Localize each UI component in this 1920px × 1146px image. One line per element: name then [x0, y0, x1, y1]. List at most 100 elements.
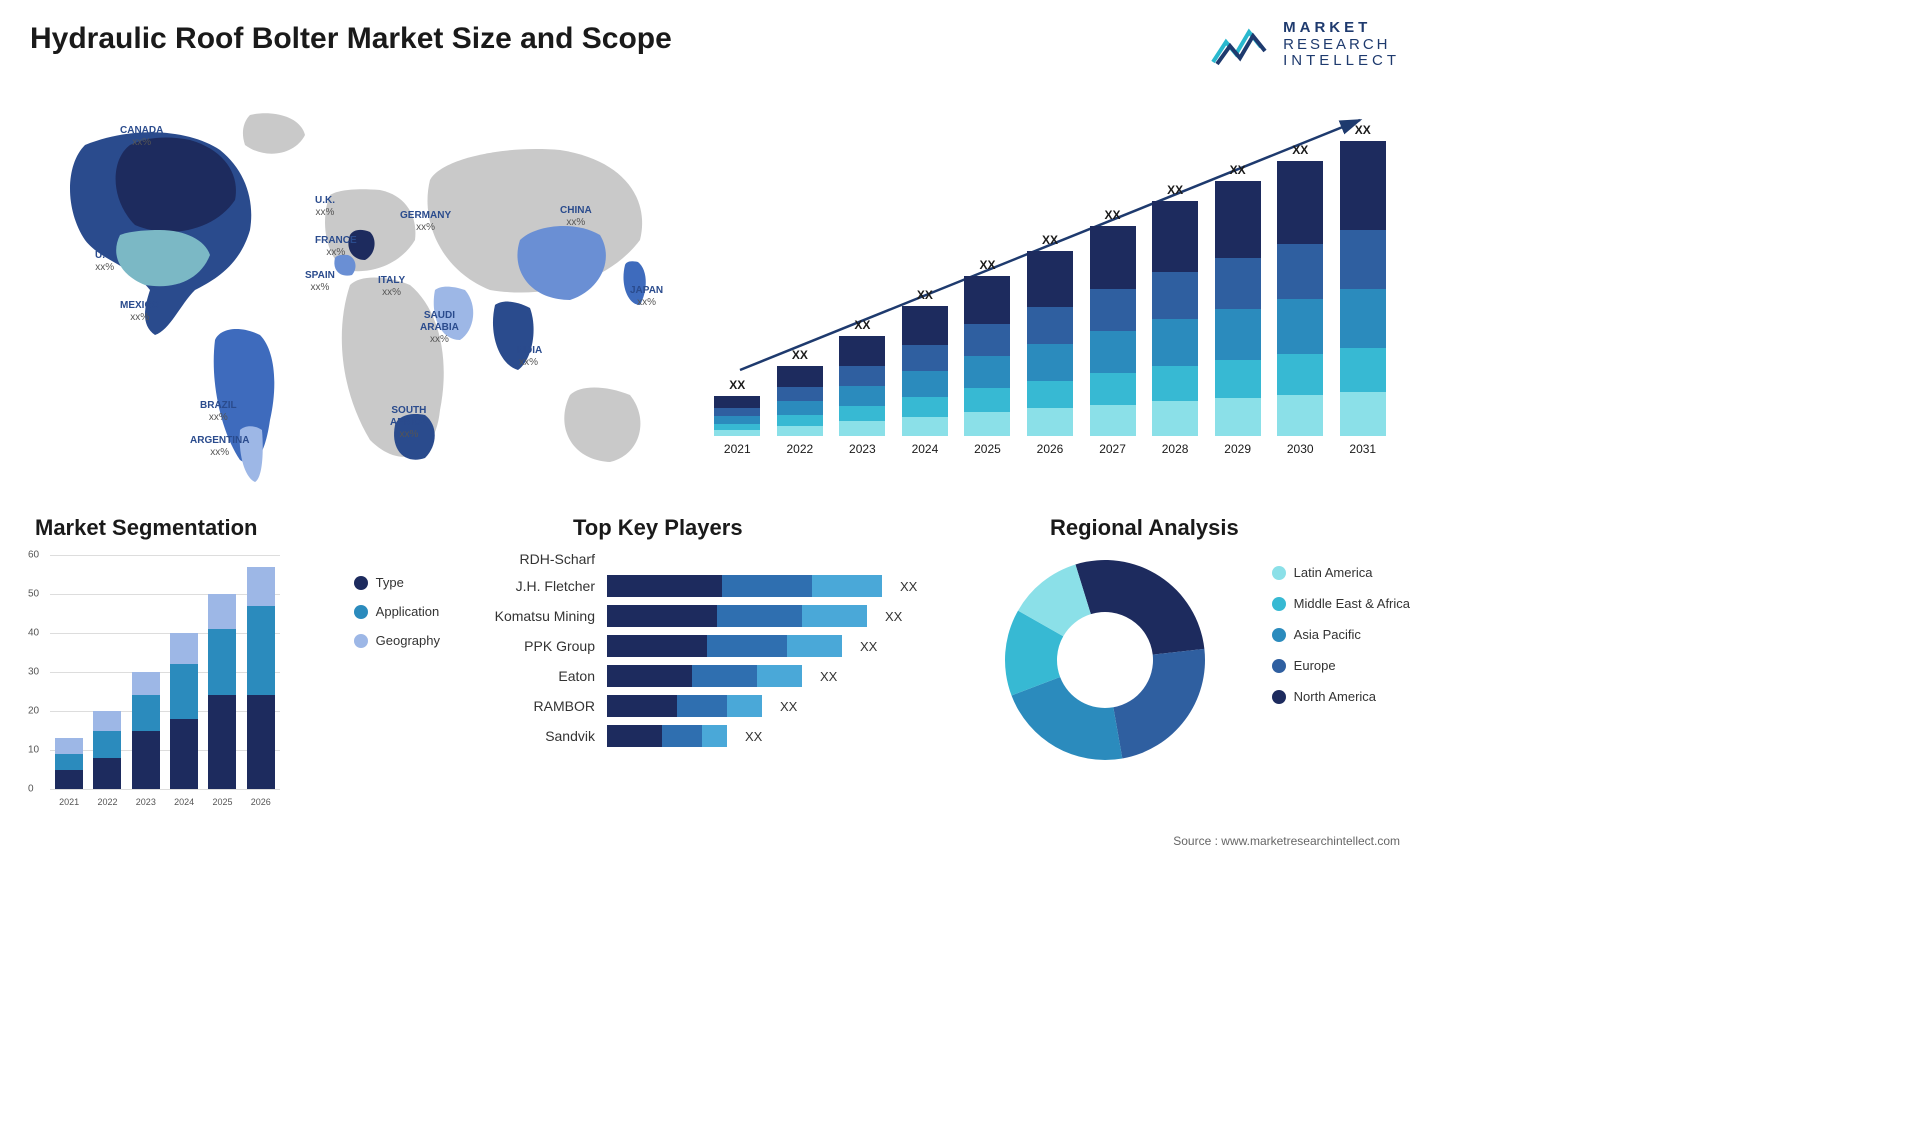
bar-segment [1090, 289, 1136, 331]
bar-segment [1152, 272, 1198, 319]
bar-segment [839, 386, 885, 406]
map-label: U.S.xx% [95, 250, 114, 274]
bar-value-label: XX [1105, 208, 1121, 222]
bar-segment [964, 356, 1010, 388]
bar-year-label: 2022 [786, 442, 813, 456]
legend-item: Application [354, 604, 440, 619]
bar-segment [839, 366, 885, 386]
kp-segment [607, 635, 707, 657]
bar-segment [1340, 230, 1386, 289]
bar-segment [1215, 258, 1261, 309]
bar-year-label: 2026 [1037, 442, 1064, 456]
y-tick: 60 [28, 550, 39, 561]
bar-segment [902, 397, 948, 417]
seg-year-label: 2024 [174, 797, 194, 807]
map-label: SOUTHAFRICAxx% [390, 405, 428, 441]
seg-bar: 2025 [208, 594, 236, 789]
bar-segment [1152, 201, 1198, 272]
key-player-row: J.H. FletcherXX [465, 575, 965, 597]
key-player-bar [607, 695, 762, 717]
forecast-bar: XX 2025 [960, 258, 1015, 456]
map-label: SPAINxx% [305, 270, 335, 294]
bar-segment [714, 416, 760, 424]
logo-icon [1211, 22, 1271, 67]
legend-label: Type [376, 575, 404, 590]
bar-segment [1340, 348, 1386, 392]
legend-swatch [354, 576, 368, 590]
bar-segment [1152, 366, 1198, 401]
donut-segment [1075, 560, 1204, 655]
bar-segment [902, 306, 948, 345]
key-player-bar [607, 605, 867, 627]
map-label: CANADAxx% [120, 125, 163, 149]
y-tick: 40 [28, 628, 39, 639]
kp-segment [702, 725, 727, 747]
bar-segment [1027, 344, 1073, 381]
key-player-row: EatonXX [465, 665, 965, 687]
bar-segment [1340, 392, 1386, 436]
bar-segment [1027, 381, 1073, 409]
seg-segment [208, 594, 236, 629]
forecast-bar: XX2021 [710, 378, 765, 456]
forecast-bar: XX2024 [898, 288, 953, 456]
bar-segment [1090, 373, 1136, 405]
forecast-bar-chart: XX2021XX2022XX2023XX2024XX2025XX2026XX20… [710, 110, 1390, 480]
seg-segment [208, 629, 236, 695]
donut-segment [1012, 677, 1123, 760]
y-tick: 50 [28, 589, 39, 600]
bar-value-label: XX [1355, 123, 1371, 137]
bar-year-label: 2021 [724, 442, 751, 456]
bar-year-label: 2023 [849, 442, 876, 456]
logo-text-2: RESEARCH [1283, 37, 1400, 54]
legend-item: Type [354, 575, 440, 590]
bar-segment [1027, 408, 1073, 436]
kp-segment [662, 725, 702, 747]
key-player-row: PPK GroupXX [465, 635, 965, 657]
legend-label: Europe [1294, 658, 1336, 673]
key-player-row: RAMBORXX [465, 695, 965, 717]
world-map: CANADAxx%U.S.xx%MEXICOxx%BRAZILxx%ARGENT… [40, 90, 660, 490]
y-tick: 10 [28, 745, 39, 756]
bar-value-label: XX [854, 318, 870, 332]
legend-label: Latin America [1294, 565, 1373, 580]
kp-value-label: XX [745, 729, 762, 744]
seg-segment [132, 731, 160, 790]
bar-segment [1277, 395, 1323, 436]
forecast-bar: XX2027 [1085, 208, 1140, 456]
seg-segment [132, 672, 160, 695]
bar-year-label: 2031 [1349, 442, 1376, 456]
bar-value-label: XX [979, 258, 995, 272]
legend-label: Middle East & Africa [1294, 596, 1410, 611]
forecast-bar: XX 2023 [835, 318, 890, 456]
bar-segment [1277, 354, 1323, 395]
page-title: Hydraulic Roof Bolter Market Size and Sc… [30, 22, 672, 56]
bar-segment [777, 415, 823, 426]
y-tick: 30 [28, 667, 39, 678]
bar-segment [1152, 319, 1198, 366]
bar-segment [1340, 289, 1386, 348]
bar-segment [964, 324, 1010, 356]
legend-item: Middle East & Africa [1272, 596, 1410, 611]
bar-year-label: 2030 [1287, 442, 1314, 456]
bar-value-label: XX [1042, 233, 1058, 247]
bar-value-label: XX [1230, 163, 1246, 177]
seg-bar: 2026 [247, 567, 275, 789]
bar-segment [777, 387, 823, 401]
legend-label: Application [376, 604, 440, 619]
legend-swatch [1272, 690, 1286, 704]
bar-segment [714, 396, 760, 408]
bar-value-label: XX [1167, 183, 1183, 197]
bar-year-label: 2025 [974, 442, 1001, 456]
key-player-bar [607, 635, 842, 657]
kp-segment [722, 575, 812, 597]
kp-segment [607, 575, 722, 597]
legend-label: North America [1294, 689, 1376, 704]
seg-bar: 2023 [132, 672, 160, 789]
map-label: JAPANxx% [630, 285, 663, 309]
forecast-bar: XX2028 [1148, 183, 1203, 456]
key-players-chart: Top Key Players RDH-ScharfJ.H. FletcherX… [465, 545, 965, 815]
regional-title: Regional Analysis [1050, 515, 1239, 541]
bar-segment [1152, 401, 1198, 436]
legend-swatch [1272, 659, 1286, 673]
logo-text-1: MARKET [1283, 20, 1400, 37]
